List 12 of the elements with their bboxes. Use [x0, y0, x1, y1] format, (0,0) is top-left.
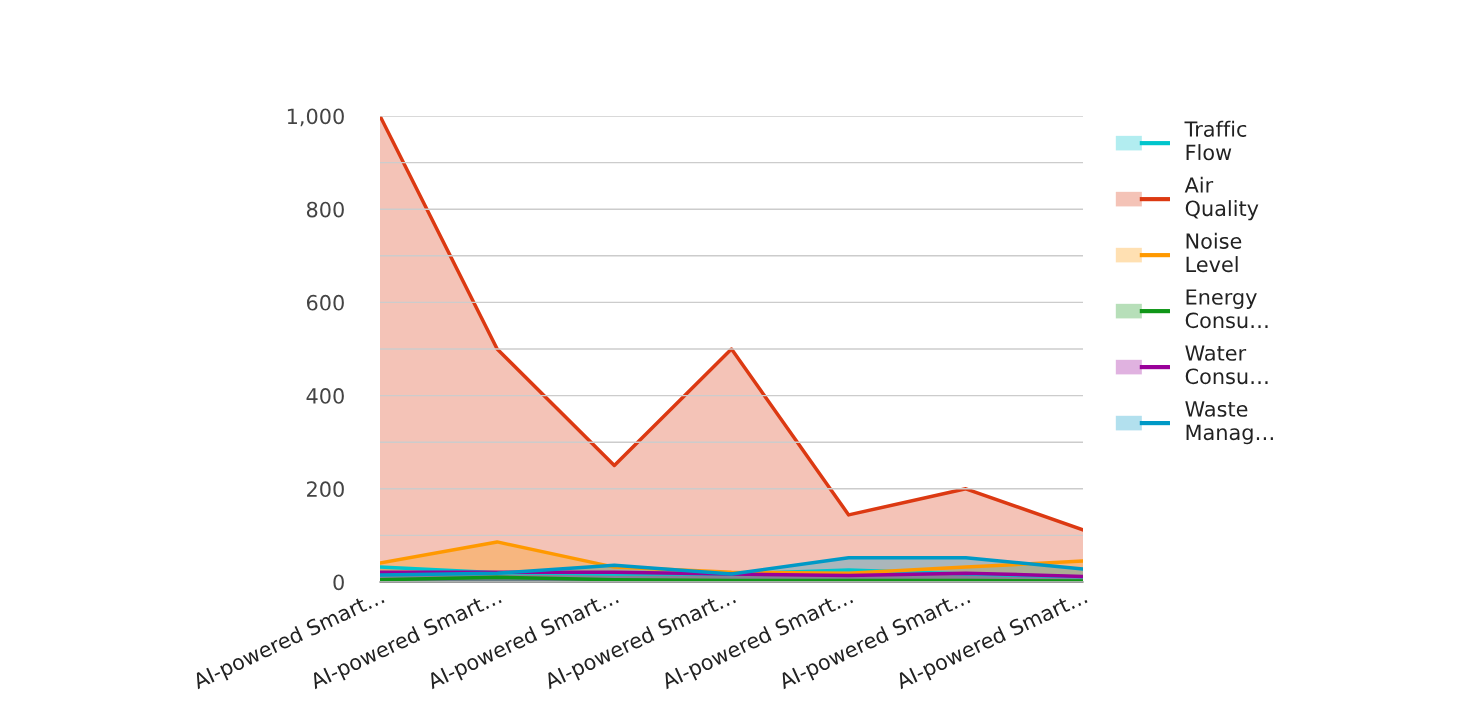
legend-label: Air Quality: [1184, 176, 1259, 221]
y-tick-label: 400: [306, 388, 344, 404]
legend-label: Water Consu…: [1185, 345, 1268, 385]
legend-label: Noise Level: [1186, 232, 1242, 273]
legend-label: Traffic Flow: [1184, 120, 1247, 161]
y-tick-label: 600: [306, 294, 344, 311]
y-tick-label: 800: [306, 201, 344, 218]
y-tick-label: 1,000: [287, 108, 344, 127]
y-tick-label: 200: [307, 481, 344, 498]
y-tick-label: 0: [333, 574, 344, 591]
legend-label: Waste Manag…: [1185, 401, 1273, 445]
legend-label: Energy Consu…: [1185, 289, 1268, 329]
